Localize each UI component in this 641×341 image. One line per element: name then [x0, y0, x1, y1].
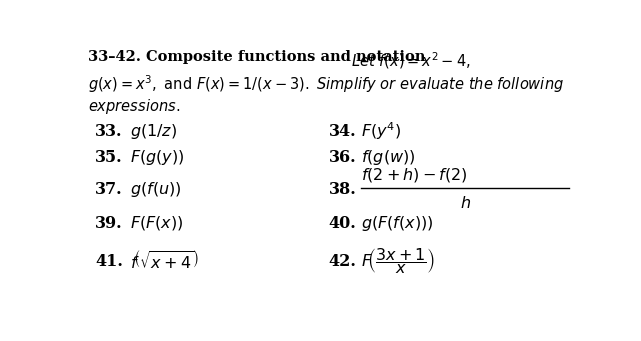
Text: $g(1/z)$: $g(1/z)$ — [129, 122, 177, 141]
Text: $f(g(w))$: $f(g(w))$ — [361, 148, 415, 167]
Text: $F\!\left(\dfrac{3x + 1}{x}\right)$: $F\!\left(\dfrac{3x + 1}{x}\right)$ — [361, 247, 435, 277]
Text: $g(F(f(x)))$: $g(F(f(x)))$ — [361, 214, 433, 233]
Text: $f(2 + h) - f(2)$: $f(2 + h) - f(2)$ — [361, 166, 467, 184]
Text: 39.: 39. — [95, 215, 122, 232]
Text: $\it{g}(\it{x}) = \it{x}^3\rm{,\ and\ }\it{F}(\it{x}) = 1/(\it{x} - 3)\rm{.\ }\i: $\it{g}(\it{x}) = \it{x}^3\rm{,\ and\ }\… — [88, 74, 563, 95]
Text: $F(F(x))$: $F(F(x))$ — [129, 214, 183, 233]
Text: 37.: 37. — [95, 181, 122, 198]
Text: 35.: 35. — [95, 149, 122, 166]
Text: $\it{expressions.}$: $\it{expressions.}$ — [88, 98, 179, 116]
Text: 34.: 34. — [328, 123, 356, 140]
Text: 33–42. Composite functions and notation: 33–42. Composite functions and notation — [88, 50, 430, 64]
Text: 36.: 36. — [328, 149, 356, 166]
Text: 42.: 42. — [328, 253, 356, 270]
Text: $g(f(u))$: $g(f(u))$ — [129, 180, 181, 199]
Text: 33.: 33. — [95, 123, 122, 140]
Text: $F(y^4)$: $F(y^4)$ — [361, 121, 401, 142]
Text: $f\!\left(\sqrt{x + 4}\right)$: $f\!\left(\sqrt{x + 4}\right)$ — [129, 250, 199, 272]
Text: 38.: 38. — [328, 181, 356, 198]
Text: $h$: $h$ — [460, 195, 470, 212]
Text: $F(g(y))$: $F(g(y))$ — [129, 148, 184, 167]
Text: $\it{Let}\ \it{f}(\it{x}) = \it{x}^2 - 4,$: $\it{Let}\ \it{f}(\it{x}) = \it{x}^2 - 4… — [351, 50, 471, 71]
Text: 41.: 41. — [95, 253, 123, 270]
Text: 40.: 40. — [328, 215, 356, 232]
